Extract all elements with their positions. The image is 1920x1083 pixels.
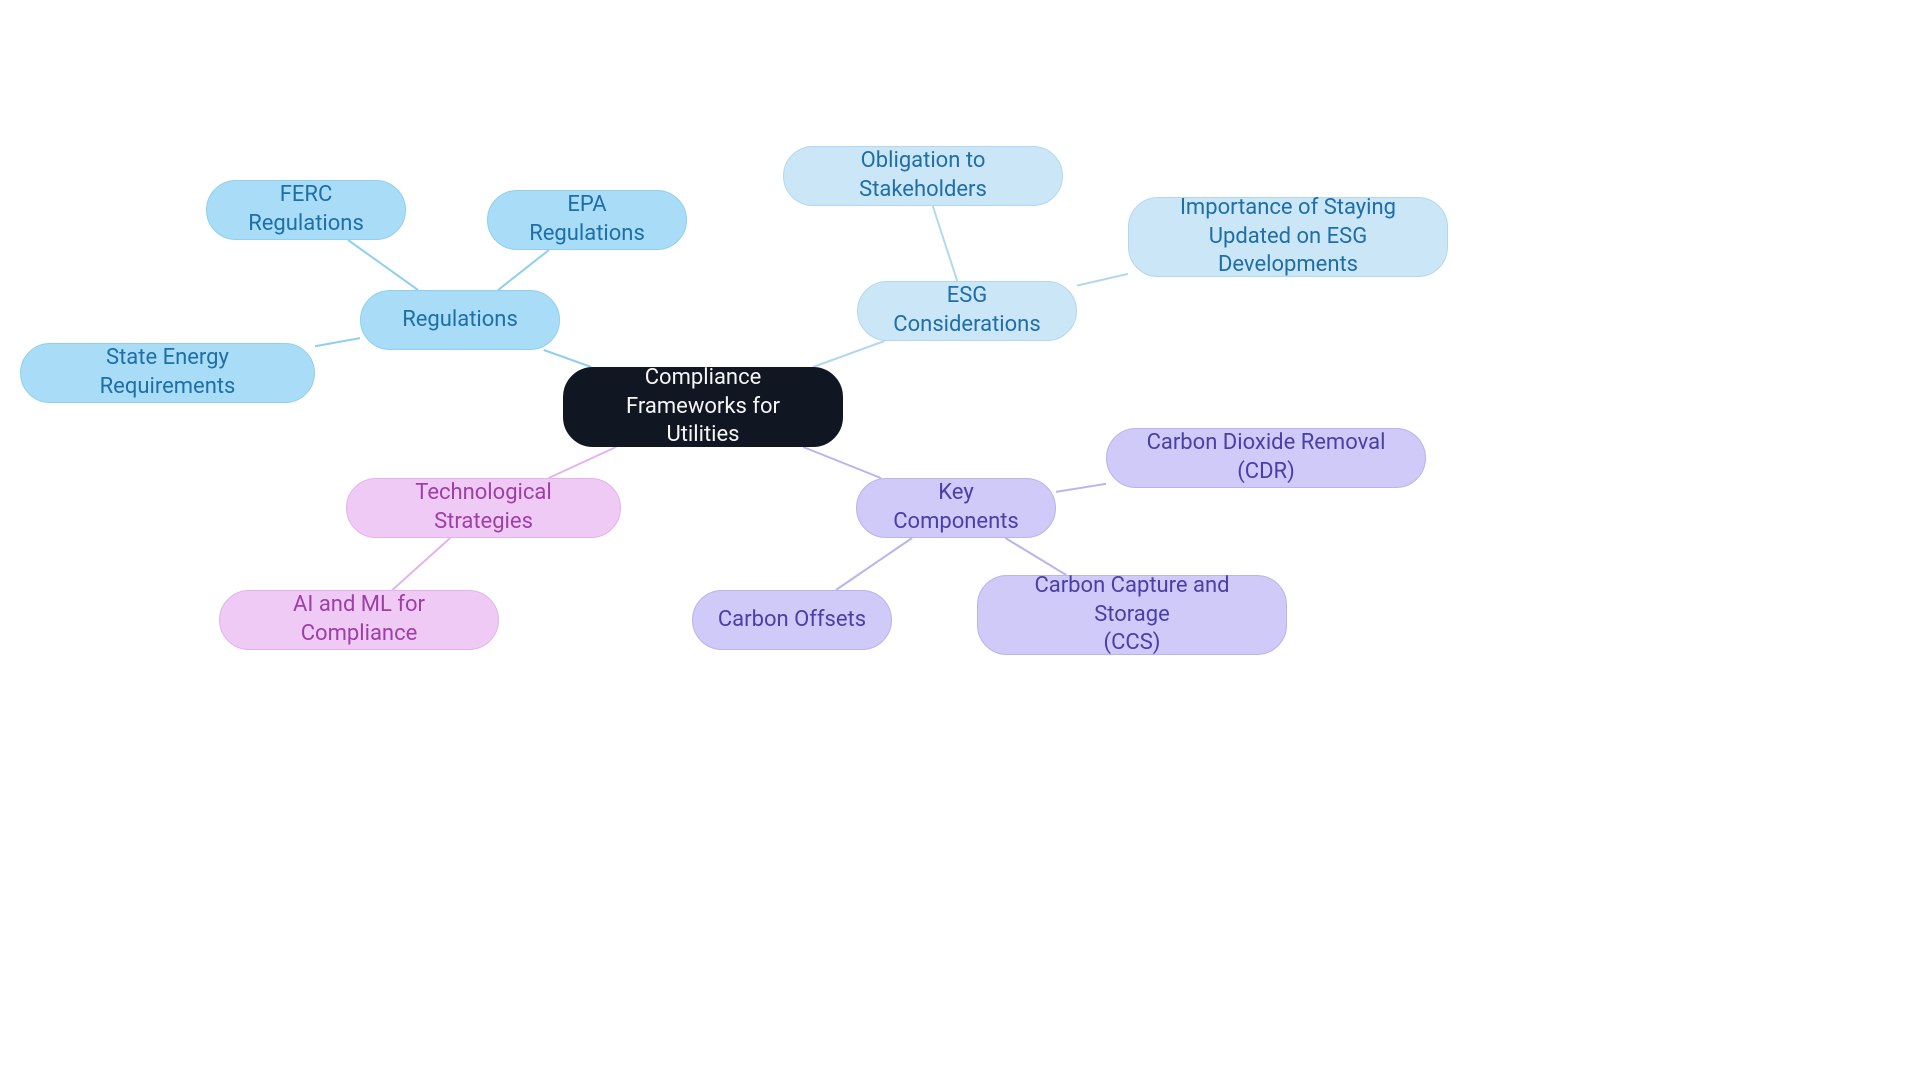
node-label: AI and ML for Compliance: [244, 591, 474, 648]
node-state[interactable]: State Energy Requirements: [20, 343, 315, 403]
node-obligation[interactable]: Obligation to Stakeholders: [783, 146, 1063, 206]
node-label: Carbon Dioxide Removal (CDR): [1131, 429, 1401, 486]
edge-center-esg: [813, 341, 885, 367]
node-regulations[interactable]: Regulations: [360, 290, 560, 350]
node-importance[interactable]: Importance of Staying Updated on ESG Dev…: [1128, 197, 1448, 277]
node-cdr[interactable]: Carbon Dioxide Removal (CDR): [1106, 428, 1426, 488]
edge-regulations-epa: [498, 250, 549, 290]
node-center[interactable]: Compliance Frameworks for Utilities: [563, 367, 843, 447]
node-label: FERC Regulations: [231, 181, 381, 238]
node-label: Obligation to Stakeholders: [808, 147, 1038, 204]
edge-regulations-ferc: [348, 240, 418, 290]
node-label: Compliance Frameworks for Utilities: [588, 364, 818, 450]
node-aiml[interactable]: AI and ML for Compliance: [219, 590, 499, 650]
node-label: ESG Considerations: [882, 282, 1052, 339]
node-label: State Energy Requirements: [45, 344, 290, 401]
edge-key-cdr: [1056, 484, 1106, 492]
edge-key-offsets: [836, 538, 912, 590]
node-label: Technological Strategies: [371, 479, 596, 536]
node-epa[interactable]: EPA Regulations: [487, 190, 687, 250]
edge-center-key: [803, 447, 881, 478]
node-label: Regulations: [402, 306, 518, 335]
edge-center-tech: [549, 447, 616, 478]
node-label: Carbon Capture and Storage (CCS): [1002, 572, 1262, 658]
node-label: EPA Regulations: [512, 191, 662, 248]
node-tech[interactable]: Technological Strategies: [346, 478, 621, 538]
edge-esg-obligation: [933, 206, 957, 281]
node-label: Carbon Offsets: [718, 606, 866, 635]
edge-regulations-state: [315, 338, 360, 346]
node-offsets[interactable]: Carbon Offsets: [692, 590, 892, 650]
edge-esg-importance: [1077, 274, 1128, 286]
node-label: Importance of Staying Updated on ESG Dev…: [1153, 194, 1423, 280]
edge-center-regulations: [544, 350, 591, 367]
mindmap-canvas: Compliance Frameworks for Utilities Regul…: [0, 0, 1920, 1083]
node-label: Key Components: [881, 479, 1031, 536]
node-ferc[interactable]: FERC Regulations: [206, 180, 406, 240]
edge-key-ccs: [1005, 538, 1066, 575]
node-esg[interactable]: ESG Considerations: [857, 281, 1077, 341]
node-key[interactable]: Key Components: [856, 478, 1056, 538]
edge-tech-aiml: [392, 538, 450, 590]
node-ccs[interactable]: Carbon Capture and Storage (CCS): [977, 575, 1287, 655]
